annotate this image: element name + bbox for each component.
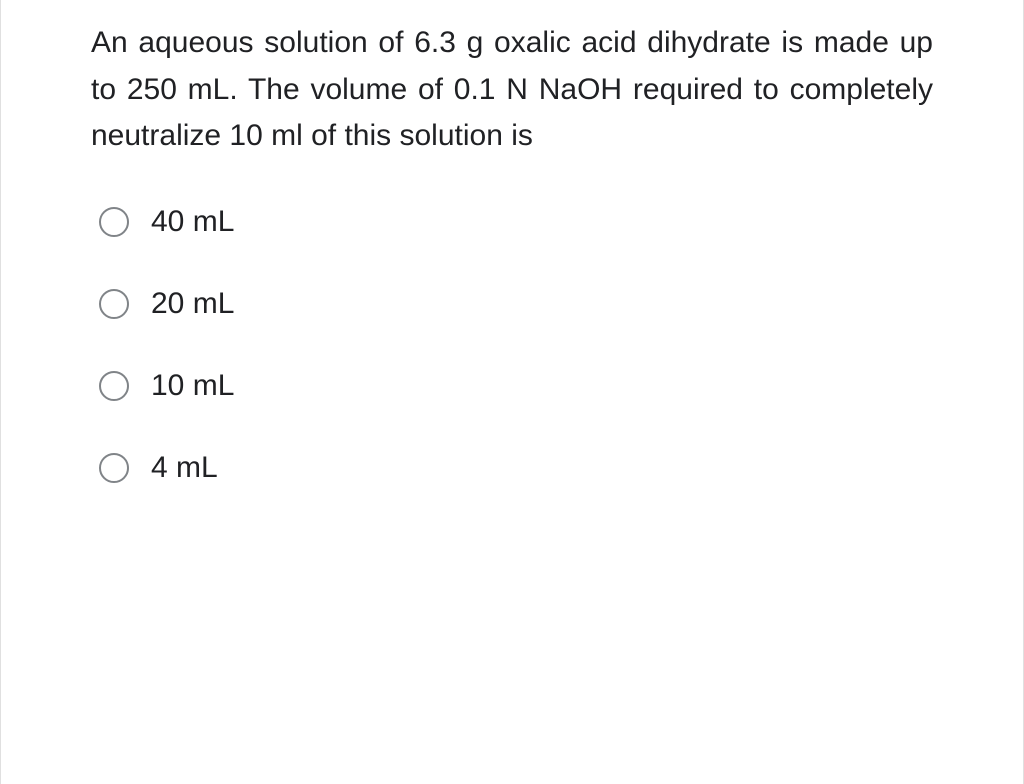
options-list: 40 mL 20 mL 10 mL 4 mL (91, 205, 933, 485)
question-text: An aqueous solution of 6.3 g oxalic acid… (91, 20, 933, 160)
radio-icon[interactable] (99, 289, 129, 319)
option-label: 10 mL (151, 369, 234, 403)
option-label: 20 mL (151, 287, 234, 321)
option-row[interactable]: 4 mL (99, 451, 933, 485)
question-card: An aqueous solution of 6.3 g oxalic acid… (0, 0, 1024, 784)
option-row[interactable]: 20 mL (99, 287, 933, 321)
radio-icon[interactable] (99, 453, 129, 483)
radio-icon[interactable] (99, 207, 129, 237)
option-label: 40 mL (151, 205, 234, 239)
option-row[interactable]: 40 mL (99, 205, 933, 239)
option-label: 4 mL (151, 451, 218, 485)
radio-icon[interactable] (99, 371, 129, 401)
option-row[interactable]: 10 mL (99, 369, 933, 403)
